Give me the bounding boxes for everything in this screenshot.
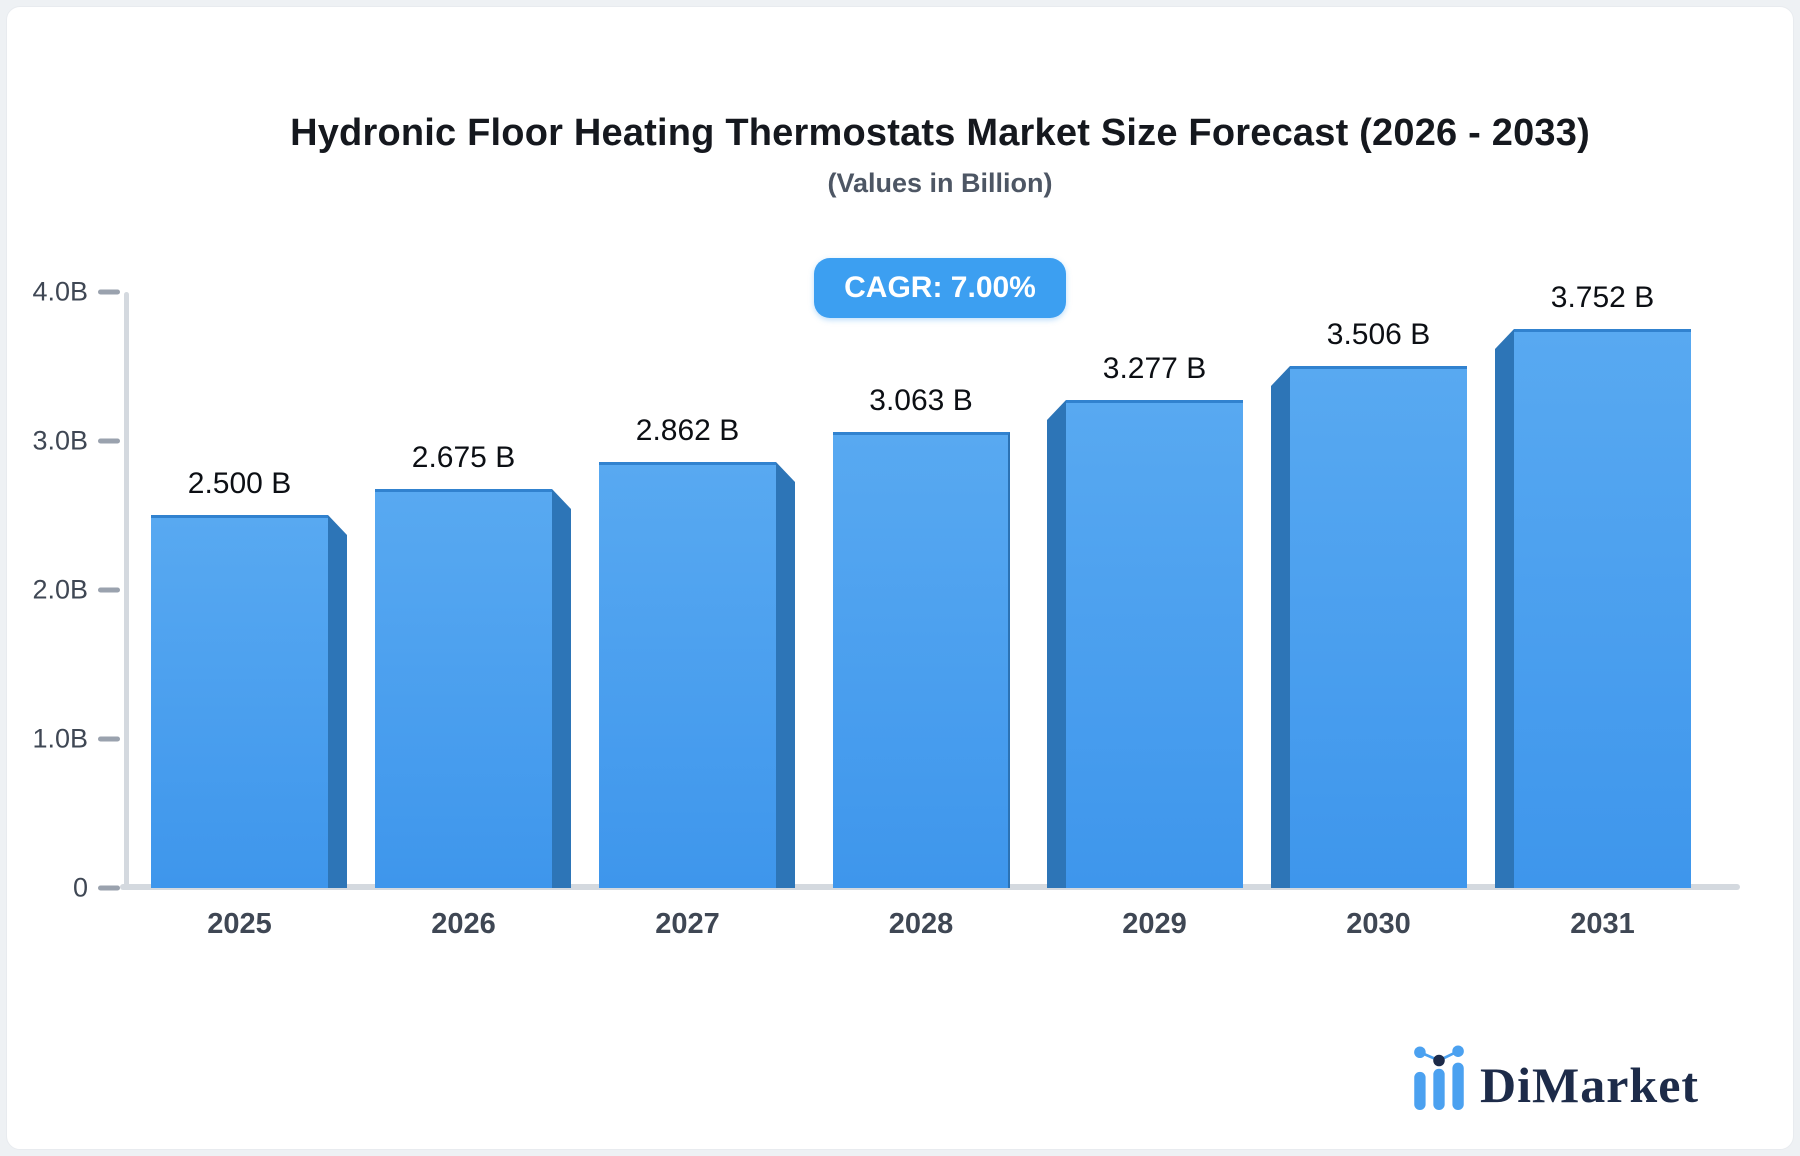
bar-side-2026 (552, 489, 571, 888)
bar-2031 (1514, 329, 1691, 888)
bar-2030 (1290, 366, 1467, 888)
y-axis-tick (98, 438, 120, 444)
y-axis-label-2.0B: 2.0B (32, 574, 88, 605)
cagr-badge-wrap: CAGR: 7.00% (80, 258, 1800, 318)
bar-value-label-2031: 3.752 B (1550, 281, 1655, 314)
y-axis-label-0: 0 (72, 872, 88, 903)
x-axis-label-2025: 2025 (207, 908, 272, 940)
x-axis-label-2031: 2031 (1570, 908, 1635, 940)
bar-2027 (599, 462, 776, 888)
y-axis-label-4.0B: 4.0B (32, 276, 88, 307)
bar-value-label-2028: 3.063 B (869, 384, 973, 417)
chart-subtitle: (Values in Billion) (827, 168, 1053, 198)
bar-side-2030 (1271, 366, 1290, 888)
y-axis-tick (98, 736, 120, 742)
bar-2028 (832, 432, 1010, 888)
chart-title: Hydronic Floor Heating Thermostats Marke… (290, 112, 1590, 154)
bar-side-2027 (776, 462, 795, 888)
y-axis-tick (98, 587, 120, 593)
bar-side-2025 (328, 515, 347, 888)
x-axis-label-2027: 2027 (655, 908, 720, 940)
x-axis-label-2026: 2026 (431, 908, 496, 940)
bar-side-2031 (1495, 329, 1514, 888)
bar-value-label-2026: 2.675 B (411, 441, 516, 474)
y-axis-tick (98, 885, 120, 891)
bar-2025 (151, 515, 328, 888)
bar-value-label-2027: 2.862 B (635, 414, 740, 447)
dimarket-logo: DiMarket (1412, 1044, 1699, 1110)
y-axis-label-1.0B: 1.0B (32, 723, 88, 754)
x-axis-label-2030: 2030 (1346, 908, 1411, 940)
bar-2029 (1066, 400, 1243, 888)
bar-value-label-2029: 3.277 B (1102, 352, 1207, 385)
bar-value-label-2025: 2.500 B (187, 467, 292, 500)
dimarket-logo-icon (1414, 1045, 1464, 1110)
bar-value-label-2030: 3.506 B (1326, 318, 1431, 351)
cagr-badge: CAGR: 7.00% (814, 258, 1066, 318)
bar-2026 (375, 489, 552, 888)
y-axis-tick (98, 289, 120, 295)
x-axis-label-2028: 2028 (888, 908, 954, 940)
bar-side-2029 (1047, 400, 1066, 888)
y-axis-label-3.0B: 3.0B (32, 425, 88, 456)
y-axis-line (124, 292, 129, 888)
dimarket-logo-text: DiMarket (1480, 1057, 1700, 1113)
x-axis-label-2029: 2029 (1122, 908, 1187, 940)
